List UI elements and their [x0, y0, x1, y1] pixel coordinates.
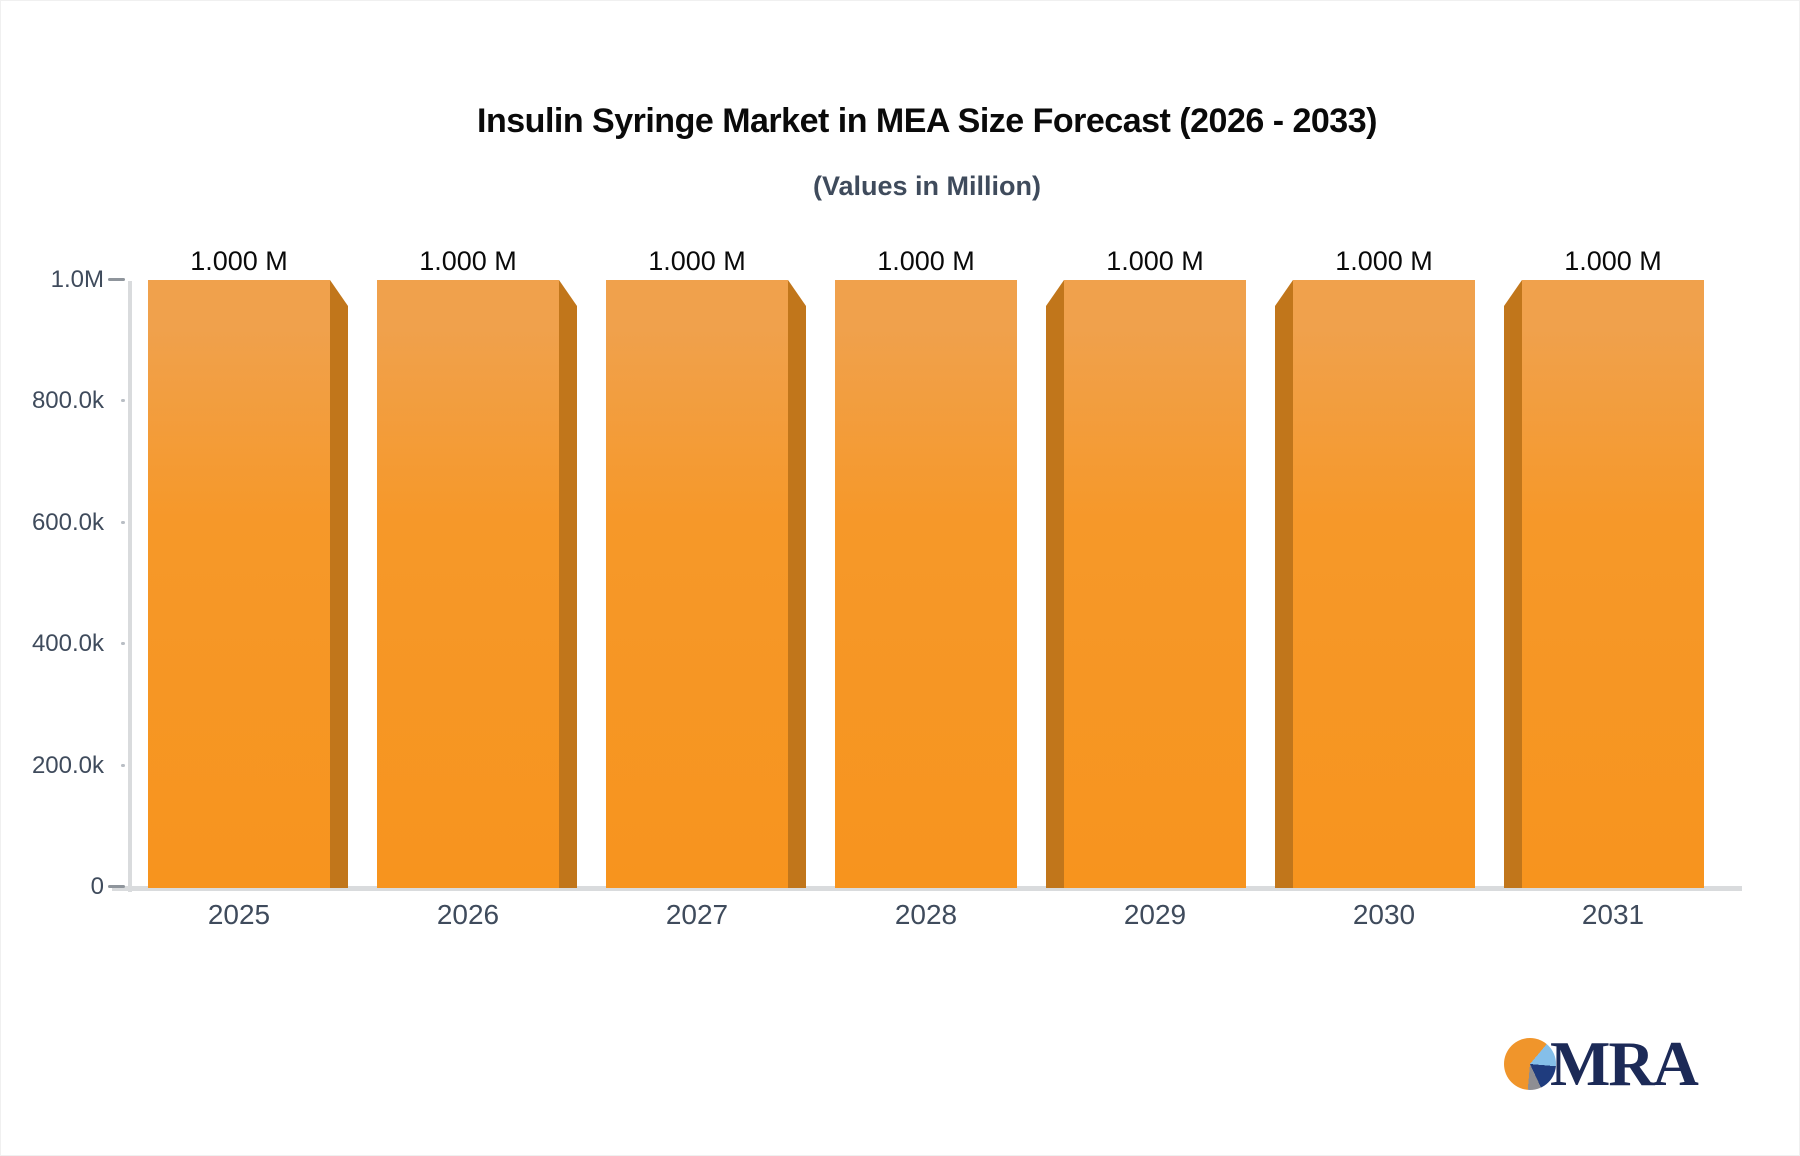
- x-axis-line: [112, 886, 1742, 891]
- x-axis-label-2027: 2027: [665, 899, 729, 930]
- brand-logo-text: MRA: [1550, 1028, 1699, 1099]
- x-axis-label-2029: 2029: [1123, 899, 1187, 930]
- y-axis-tick-mark: [121, 642, 125, 646]
- y-axis-tick-label: 800.0k: [31, 387, 104, 415]
- bar-2028[interactable]: [835, 280, 1017, 888]
- bar-side-face: [330, 280, 348, 888]
- bar-side-face: [788, 280, 806, 888]
- y-axis-tick-mark: [108, 278, 125, 281]
- bar-side-face: [1275, 280, 1293, 888]
- y-axis-tick-label: 400.0k: [31, 630, 104, 658]
- y-axis-line: [128, 281, 132, 892]
- bar-side-face: [559, 280, 577, 888]
- y-axis-tick-mark: [121, 763, 125, 767]
- chart-title: Insulin Syringe Market in MEA Size Forec…: [477, 102, 1377, 140]
- chart-subtitle: (Values in Million): [812, 171, 1042, 201]
- bar-value-label: 1.000 M: [190, 246, 288, 276]
- bar-value-label: 1.000 M: [877, 246, 975, 276]
- brand-logo: MRA: [1504, 1028, 1699, 1099]
- bar-value-label: 1.000 M: [1106, 246, 1204, 276]
- bar-value-label: 1.000 M: [648, 246, 746, 276]
- x-axis-label-2031: 2031: [1581, 899, 1645, 930]
- x-axis-label-2030: 2030: [1352, 899, 1416, 930]
- y-axis-tick-mark: [121, 520, 125, 524]
- pie-chart-logo-icon: [1504, 1038, 1556, 1090]
- bar-2030[interactable]: [1293, 280, 1475, 888]
- x-axis-label-2028: 2028: [894, 899, 958, 930]
- y-axis-tick-label: 600.0k: [31, 508, 104, 536]
- y-axis-tick-mark: [121, 399, 125, 403]
- bar-2029[interactable]: [1064, 280, 1246, 888]
- bar-2026[interactable]: [377, 280, 559, 888]
- bar-side-face: [1046, 280, 1064, 888]
- x-axis-label-2026: 2026: [436, 899, 500, 930]
- y-axis-tick-mark: [108, 885, 125, 888]
- y-axis-tick-label: 0: [90, 873, 104, 900]
- bar-2027[interactable]: [606, 280, 788, 888]
- bar-2031[interactable]: [1522, 280, 1704, 888]
- y-axis-tick-label: 1.0M: [50, 266, 104, 293]
- bar-side-face: [1504, 280, 1522, 888]
- x-axis-label-2025: 2025: [207, 899, 271, 930]
- bar-value-label: 1.000 M: [419, 246, 517, 276]
- bar-value-label: 1.000 M: [1335, 246, 1433, 276]
- bar-2025[interactable]: [148, 280, 330, 888]
- bar-value-label: 1.000 M: [1564, 246, 1662, 276]
- y-axis-tick-label: 200.0k: [31, 751, 104, 779]
